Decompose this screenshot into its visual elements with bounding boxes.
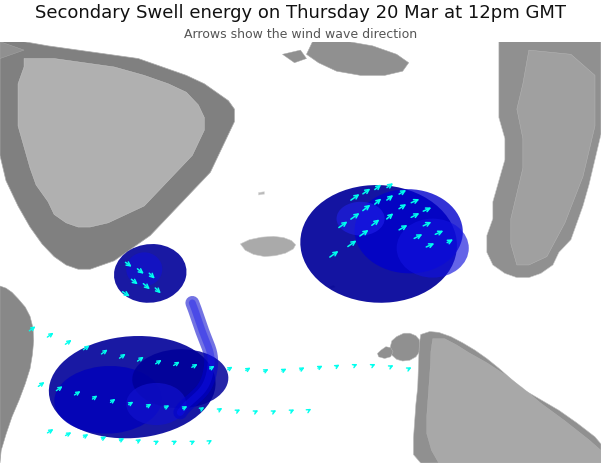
- Polygon shape: [487, 42, 601, 278]
- Ellipse shape: [54, 366, 162, 434]
- Polygon shape: [258, 192, 264, 195]
- Polygon shape: [511, 50, 595, 265]
- Polygon shape: [413, 332, 601, 463]
- Polygon shape: [0, 286, 34, 463]
- Ellipse shape: [132, 349, 228, 408]
- Polygon shape: [0, 42, 234, 269]
- Ellipse shape: [337, 202, 385, 236]
- Ellipse shape: [114, 244, 186, 303]
- Ellipse shape: [49, 336, 216, 438]
- Polygon shape: [377, 347, 393, 358]
- Text: Arrows show the wind wave direction: Arrows show the wind wave direction: [184, 28, 417, 41]
- Polygon shape: [427, 339, 601, 463]
- Polygon shape: [240, 236, 296, 257]
- Polygon shape: [329, 285, 335, 288]
- Text: Secondary Swell energy on Thursday 20 Mar at 12pm GMT: Secondary Swell energy on Thursday 20 Ma…: [35, 4, 566, 21]
- Polygon shape: [282, 50, 307, 63]
- Ellipse shape: [126, 252, 162, 286]
- Polygon shape: [307, 42, 409, 75]
- Polygon shape: [389, 333, 421, 361]
- Ellipse shape: [300, 185, 457, 303]
- Polygon shape: [0, 42, 24, 58]
- Polygon shape: [18, 58, 204, 227]
- Ellipse shape: [126, 383, 186, 425]
- Ellipse shape: [355, 189, 463, 273]
- Ellipse shape: [397, 219, 469, 278]
